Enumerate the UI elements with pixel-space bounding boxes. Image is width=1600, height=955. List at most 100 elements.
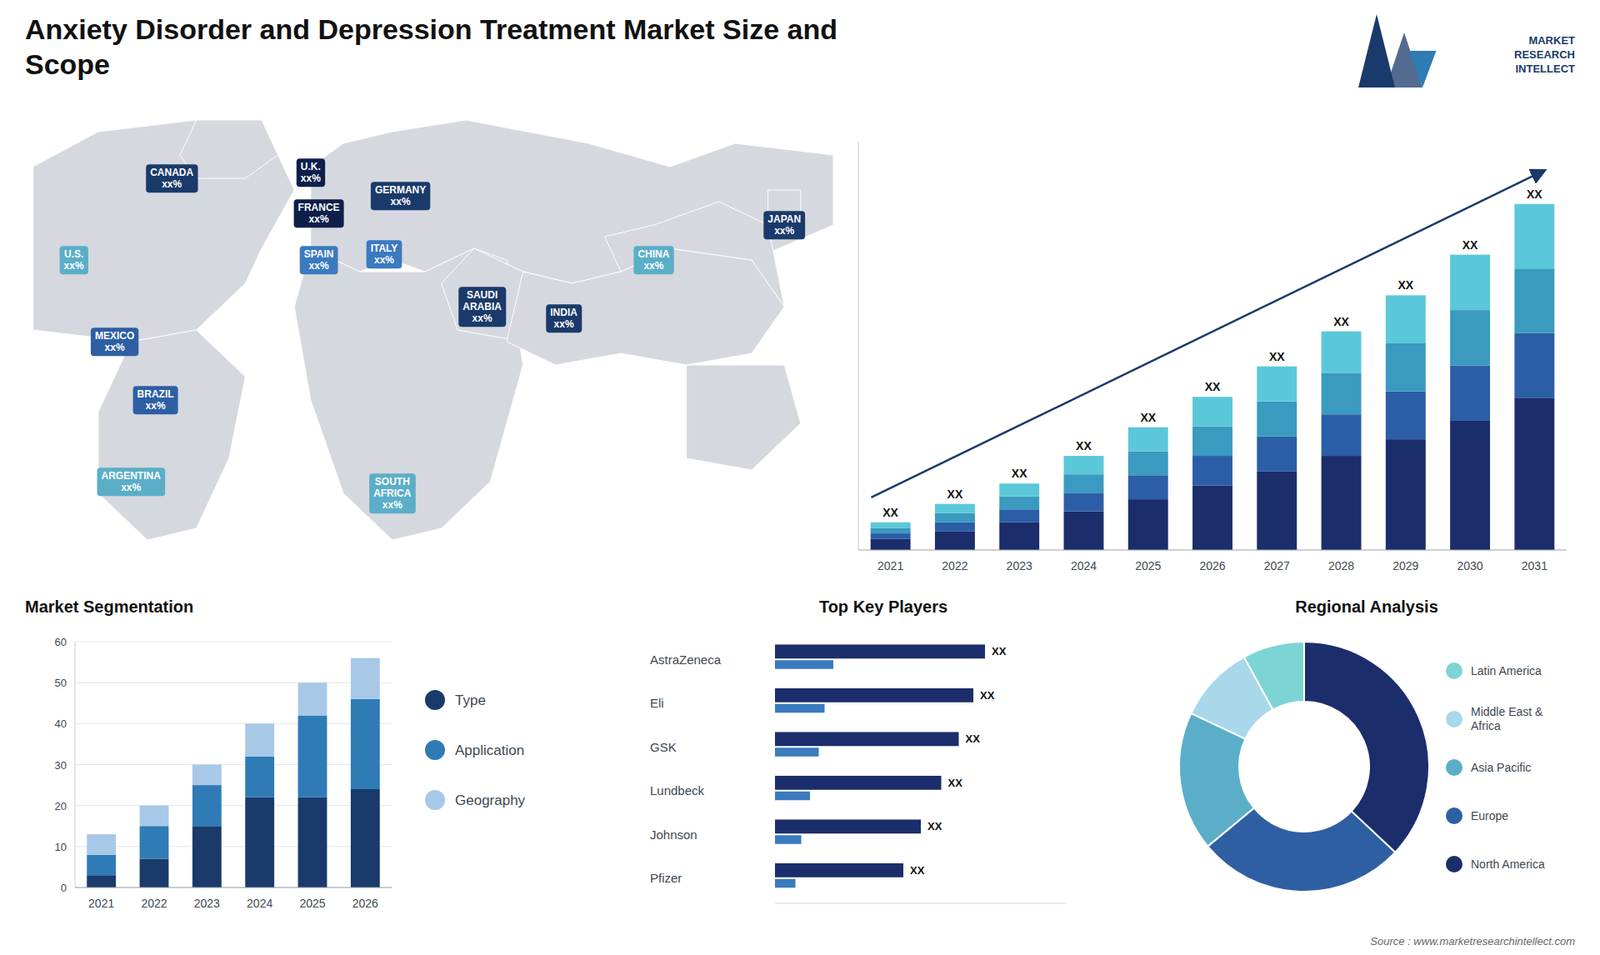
bar-segment — [1256, 471, 1297, 550]
legend-swatch — [425, 740, 445, 760]
text-line: 2022 — [140, 896, 167, 910]
x-tick-label: 2029 — [1392, 559, 1419, 573]
text-line: MEXICO — [95, 330, 135, 342]
y-tick-label: 50 — [55, 676, 67, 690]
bar-segment — [1385, 295, 1426, 344]
bar-end-label: XX — [927, 820, 943, 833]
chart-title: Top Key Players — [819, 597, 948, 616]
grid-line — [75, 764, 392, 765]
bar-segment — [1192, 426, 1233, 456]
bar-segment — [935, 531, 975, 550]
bar-top-label: XX — [1011, 466, 1028, 480]
country-label: FRANCExx% — [298, 201, 340, 225]
text-line: Geography — [455, 792, 526, 809]
legend-label: Geography — [455, 792, 526, 809]
legend-swatch — [1445, 807, 1463, 825]
bar-segment — [140, 805, 170, 827]
trend-arrow — [870, 170, 1545, 498]
text-line: XX — [1011, 466, 1028, 480]
company-label: Johnson — [650, 827, 698, 842]
text-line: Application — [455, 742, 525, 759]
bar-segment — [192, 825, 222, 888]
player-bar — [775, 863, 904, 878]
bar-segment — [140, 859, 170, 888]
text-line: 2025 — [1135, 559, 1161, 573]
player-bar — [775, 704, 825, 714]
text-line: SPAIN — [304, 248, 335, 260]
country-label: U.K.xx% — [300, 160, 321, 185]
donut-chart: Regional AnalysisLatin AmericaMiddle Eas… — [1179, 597, 1545, 892]
text-line: ARABIA — [462, 300, 502, 313]
legend-swatch — [425, 790, 445, 810]
text-line: xx% — [390, 195, 411, 208]
text-line: 2028 — [1328, 559, 1355, 573]
text-line: 0 — [60, 881, 67, 895]
text-line: Africa — [1470, 719, 1501, 733]
country-region — [97, 467, 166, 496]
country-label: JAPANxx% — [767, 213, 801, 237]
text-line: 2025 — [299, 896, 325, 910]
bar-top-label: XX — [947, 487, 964, 501]
text-line: FRANCE — [298, 201, 340, 214]
legend-label: Type — [455, 692, 486, 709]
x-axis-line — [75, 887, 392, 889]
bar-segment — [1128, 499, 1169, 550]
y-tick-label: 60 — [55, 635, 67, 649]
country-label: CANADAxx% — [150, 166, 194, 190]
bar-chart: Market Segmentation010203040506020212022… — [25, 597, 526, 910]
text-line: 2024 — [1070, 559, 1097, 573]
horizontal-bar-chart: Top Key PlayersAstraZenecaXXEliXXGSKXXLu… — [650, 597, 1067, 904]
text-line: Type — [455, 692, 486, 709]
bar-end-label: XX — [991, 645, 1007, 658]
world-map: CANADAxx%U.S.xx%MEXICOxx%BRAZILxx%ARGENT… — [33, 120, 834, 540]
bar-segment — [1192, 455, 1233, 485]
text-line: XX — [991, 645, 1007, 658]
logo: MARKETRESEARCHINTELLECT — [1358, 14, 1575, 88]
text-line: 50 — [55, 676, 67, 690]
bar-segment — [1450, 365, 1490, 421]
x-axis-line — [858, 550, 1567, 551]
country-label: SOUTHAFRICAxx% — [373, 475, 412, 511]
text-line: ITALY — [370, 242, 399, 255]
background — [0, 0, 1600, 955]
text-line: Johnson — [650, 827, 698, 842]
bar-segment — [870, 522, 911, 529]
bar-segment — [1321, 372, 1362, 415]
text-line: Latin America — [1470, 664, 1542, 678]
text-line: AFRICA — [373, 487, 412, 500]
bar-segment — [1256, 401, 1297, 437]
text-line: xx% — [554, 318, 575, 330]
text-line: xx% — [300, 172, 321, 185]
text-line: Pfizer — [650, 870, 682, 885]
bar-segment — [1514, 397, 1555, 550]
country-region — [369, 473, 416, 514]
text-line: xx% — [120, 481, 141, 494]
bar-segment — [1128, 475, 1169, 500]
text-line: XX — [948, 776, 964, 790]
text-line: xx% — [309, 260, 330, 272]
text-line: 2029 — [1392, 559, 1419, 573]
text-line: 20 — [55, 800, 67, 813]
bar-segment — [1192, 396, 1233, 426]
legend-label: Middle East &Africa — [1470, 705, 1544, 733]
text-line: U.K. — [300, 160, 321, 173]
text-line: 2022 — [941, 559, 968, 573]
legend-swatch — [1445, 855, 1463, 873]
x-tick-label: 2027 — [1264, 559, 1290, 573]
legend-swatch — [1445, 759, 1463, 776]
x-tick-label: 2026 — [352, 896, 379, 910]
bar-segment — [999, 522, 1040, 550]
bar-chart: 2021202220232024202520262027202820292030… — [858, 141, 1567, 573]
bar-top-label: XX — [1526, 187, 1543, 201]
bar-segment — [245, 756, 275, 798]
text-line: xx% — [145, 400, 166, 412]
text-line: Asia Pacific — [1470, 760, 1531, 775]
bar-segment — [1064, 510, 1105, 550]
player-bar — [775, 775, 942, 790]
bar-segment — [870, 527, 911, 534]
bar-end-label: XX — [948, 776, 964, 790]
bar-segment — [935, 504, 975, 514]
legend-label: Europe — [1470, 809, 1509, 823]
y-tick-label: 0 — [60, 881, 67, 895]
legend-label: Asia Pacific — [1470, 760, 1531, 775]
